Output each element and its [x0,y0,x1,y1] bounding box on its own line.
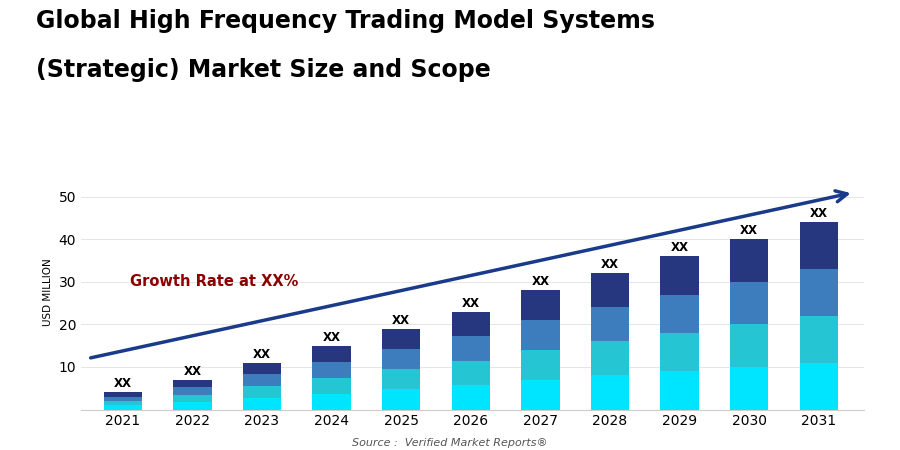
Y-axis label: USD MILLION: USD MILLION [43,259,53,326]
Bar [312,378,351,394]
Bar [799,222,838,269]
Bar [590,273,629,307]
Text: XX: XX [322,331,340,343]
Text: (Strategic) Market Size and Scope: (Strategic) Market Size and Scope [36,58,490,82]
Bar [661,256,698,295]
Text: XX: XX [253,347,271,360]
Text: XX: XX [113,378,131,390]
Text: XX: XX [670,241,688,254]
Text: XX: XX [601,258,619,271]
Bar [173,395,212,402]
Bar [661,333,698,371]
Bar [104,401,142,405]
Bar [104,397,142,401]
Bar [730,367,769,410]
Bar [243,363,281,374]
Bar [382,349,420,369]
Bar [312,394,351,410]
Bar [730,282,769,324]
Text: Growth Rate at XX%: Growth Rate at XX% [130,274,298,289]
Bar [661,371,698,410]
Text: XX: XX [184,364,202,378]
Bar [730,239,769,282]
Bar [799,363,838,410]
Bar [173,402,212,410]
Bar [104,392,142,397]
Bar [452,312,490,336]
Bar [382,328,420,349]
Bar [590,375,629,410]
Bar [521,350,560,380]
Bar [452,385,490,410]
Bar [243,398,281,410]
Bar [173,387,212,395]
Bar [452,360,490,385]
Bar [312,346,351,362]
Text: XX: XX [531,275,549,288]
Bar [312,362,351,378]
Bar [243,374,281,386]
Text: Source :  Verified Market Reports®: Source : Verified Market Reports® [352,438,548,448]
Text: XX: XX [740,224,758,237]
Bar [799,269,838,316]
Bar [799,316,838,363]
Bar [590,342,629,375]
Bar [104,405,142,410]
Text: Global High Frequency Trading Model Systems: Global High Frequency Trading Model Syst… [36,9,655,33]
Bar [382,369,420,389]
Text: XX: XX [462,297,480,310]
Bar [730,324,769,367]
Bar [521,320,560,350]
Text: XX: XX [392,314,410,327]
Bar [590,307,629,342]
Bar [521,380,560,410]
Bar [661,295,698,333]
Bar [382,389,420,410]
Bar [452,336,490,360]
Bar [243,386,281,398]
Text: XX: XX [810,207,828,220]
Bar [173,380,212,387]
Bar [521,290,560,320]
